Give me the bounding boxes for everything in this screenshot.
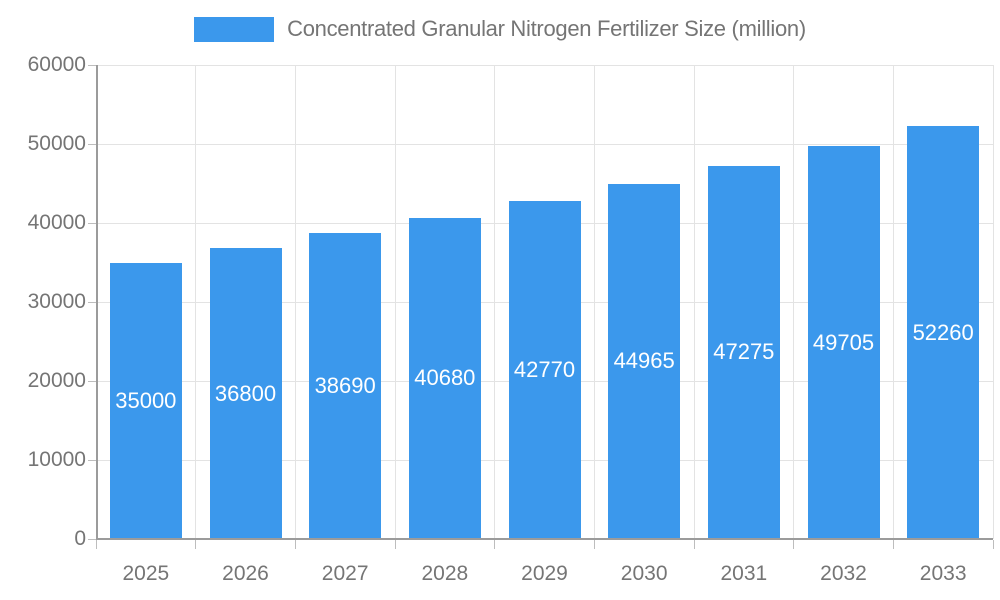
bar-2025: 35000 (109, 262, 182, 539)
bar-value-label: 47275 (713, 339, 775, 365)
gridline-horizontal (96, 64, 993, 66)
gridline-vertical (294, 65, 296, 539)
gridline-vertical (593, 65, 595, 539)
gridline-vertical (892, 65, 894, 539)
y-axis-tick-label: 20000 (27, 369, 86, 392)
y-axis-tick-label: 60000 (27, 53, 86, 76)
bar-value-label: 44965 (613, 348, 675, 374)
x-axis-tick (294, 540, 296, 549)
y-axis-tick-label: 10000 (27, 448, 86, 471)
x-axis-tick-label: 2029 (521, 562, 568, 585)
x-axis-tick-label: 2027 (321, 562, 369, 585)
bar-2028: 40680 (408, 217, 481, 539)
y-axis-tick (88, 144, 96, 145)
gridline-vertical (394, 65, 396, 539)
bar-2030: 44965 (608, 183, 681, 539)
gridline-horizontal (96, 143, 993, 145)
x-axis-tick (494, 540, 496, 549)
bar-value-label: 35000 (115, 387, 177, 413)
y-axis-line (96, 65, 98, 539)
x-axis-line (96, 538, 993, 540)
bar-value-label: 38690 (314, 373, 376, 399)
x-axis-tick-label: 2028 (421, 562, 469, 585)
bar-2032: 49705 (807, 146, 880, 539)
y-axis-tick-label: 30000 (27, 290, 86, 313)
legend-swatch[interactable] (194, 16, 275, 42)
y-axis-tick-label: 50000 (27, 132, 86, 155)
y-axis-tick (88, 65, 96, 66)
y-axis-tick (88, 223, 96, 224)
x-axis-tick-label: 2031 (720, 562, 768, 585)
bar-value-label: 40680 (414, 365, 476, 391)
x-axis-tick (195, 540, 197, 549)
bar-value-label: 36800 (214, 380, 277, 406)
y-axis-tick (88, 460, 96, 461)
bar-2026: 36800 (209, 248, 282, 539)
bar-2033: 52260 (907, 126, 980, 539)
x-axis-tick-label: 2032 (820, 562, 867, 585)
x-axis-tick (394, 540, 396, 549)
x-axis-tick (95, 540, 97, 549)
bar-2031: 47275 (707, 165, 780, 539)
bar-value-label: 52260 (912, 319, 974, 345)
x-axis-tick-label: 2030 (620, 562, 668, 585)
y-axis-tick (88, 539, 96, 540)
x-axis-tick (793, 540, 795, 549)
legend: Concentrated Granular Nitrogen Fertilize… (0, 16, 1000, 42)
x-axis-tick-label: 2025 (122, 562, 170, 585)
gridline-vertical (195, 65, 197, 539)
y-axis-tick (88, 302, 96, 303)
y-axis-tick-label: 0 (74, 527, 86, 550)
x-axis-tick-label: 2026 (222, 562, 269, 585)
y-axis-tick (88, 381, 96, 382)
x-axis-tick (593, 540, 595, 549)
bar-2027: 38690 (309, 233, 382, 539)
x-axis-tick-label: 2033 (919, 562, 967, 585)
x-axis-tick (892, 540, 894, 549)
gridline-vertical (793, 65, 795, 539)
plot-area: 35000 36800 38690 40680 42770 44965 47275 49705… (96, 64, 994, 539)
gridline-vertical (494, 65, 496, 539)
bar-2029: 42770 (508, 201, 581, 539)
x-axis-tick (693, 540, 695, 549)
gridline-vertical (992, 65, 994, 539)
legend-label[interactable]: Concentrated Granular Nitrogen Fertilize… (287, 16, 806, 41)
y-axis-tick-label: 40000 (27, 211, 86, 234)
bar-value-label: 42770 (513, 357, 576, 383)
gridline-vertical (693, 65, 695, 539)
bar-value-label: 49705 (812, 329, 875, 355)
x-axis-tick (992, 540, 994, 549)
